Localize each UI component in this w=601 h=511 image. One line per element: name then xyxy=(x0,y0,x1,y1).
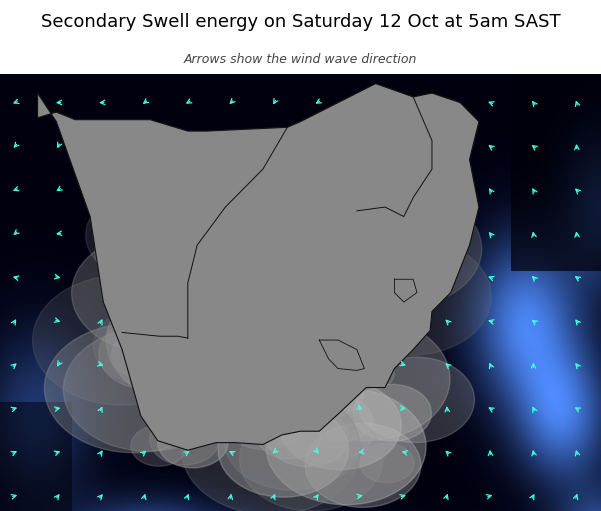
Circle shape xyxy=(106,276,284,405)
Circle shape xyxy=(231,275,342,356)
Circle shape xyxy=(218,403,349,497)
Circle shape xyxy=(174,240,273,312)
Circle shape xyxy=(258,268,385,360)
Circle shape xyxy=(130,282,208,339)
Circle shape xyxy=(280,317,450,440)
Circle shape xyxy=(278,381,401,470)
Circle shape xyxy=(323,192,482,307)
Circle shape xyxy=(269,300,328,343)
Circle shape xyxy=(113,300,252,402)
Circle shape xyxy=(360,444,414,483)
Circle shape xyxy=(216,184,302,246)
Circle shape xyxy=(311,397,373,442)
Circle shape xyxy=(180,161,315,259)
Circle shape xyxy=(240,407,383,511)
Circle shape xyxy=(352,358,394,389)
Polygon shape xyxy=(0,402,72,511)
Circle shape xyxy=(305,423,421,507)
Circle shape xyxy=(183,347,252,398)
Circle shape xyxy=(224,390,306,450)
Circle shape xyxy=(182,384,361,511)
Circle shape xyxy=(193,224,311,310)
Text: Arrows show the wind wave direction: Arrows show the wind wave direction xyxy=(184,53,417,66)
Polygon shape xyxy=(37,84,479,450)
Circle shape xyxy=(253,154,415,271)
Circle shape xyxy=(267,407,349,467)
Circle shape xyxy=(99,318,197,389)
Circle shape xyxy=(132,295,296,415)
Polygon shape xyxy=(511,74,601,271)
Circle shape xyxy=(44,323,222,453)
Circle shape xyxy=(224,390,361,490)
Circle shape xyxy=(310,296,407,367)
Circle shape xyxy=(111,331,177,379)
Circle shape xyxy=(206,207,293,270)
Circle shape xyxy=(295,367,364,417)
Circle shape xyxy=(186,359,223,386)
Circle shape xyxy=(257,411,322,459)
Circle shape xyxy=(131,426,187,466)
Circle shape xyxy=(137,246,228,312)
Circle shape xyxy=(331,238,492,355)
Circle shape xyxy=(357,357,475,443)
Circle shape xyxy=(86,189,212,281)
Circle shape xyxy=(266,388,426,505)
Polygon shape xyxy=(37,84,479,450)
Circle shape xyxy=(109,241,181,293)
Circle shape xyxy=(281,393,375,462)
Circle shape xyxy=(93,306,202,385)
Circle shape xyxy=(353,384,432,442)
Circle shape xyxy=(132,235,209,291)
Circle shape xyxy=(288,175,376,238)
Circle shape xyxy=(240,194,381,296)
Circle shape xyxy=(144,309,279,407)
Text: Secondary Swell energy on Saturday 12 Oct at 5am SAST: Secondary Swell energy on Saturday 12 Oc… xyxy=(41,13,560,31)
Circle shape xyxy=(63,328,233,451)
Circle shape xyxy=(185,353,246,397)
Circle shape xyxy=(150,414,219,465)
Circle shape xyxy=(157,416,228,468)
Circle shape xyxy=(249,274,300,311)
Circle shape xyxy=(158,244,274,328)
Circle shape xyxy=(95,206,218,295)
Circle shape xyxy=(325,257,368,289)
Circle shape xyxy=(72,234,236,353)
Circle shape xyxy=(32,275,211,405)
Circle shape xyxy=(210,182,281,234)
Circle shape xyxy=(261,203,377,288)
